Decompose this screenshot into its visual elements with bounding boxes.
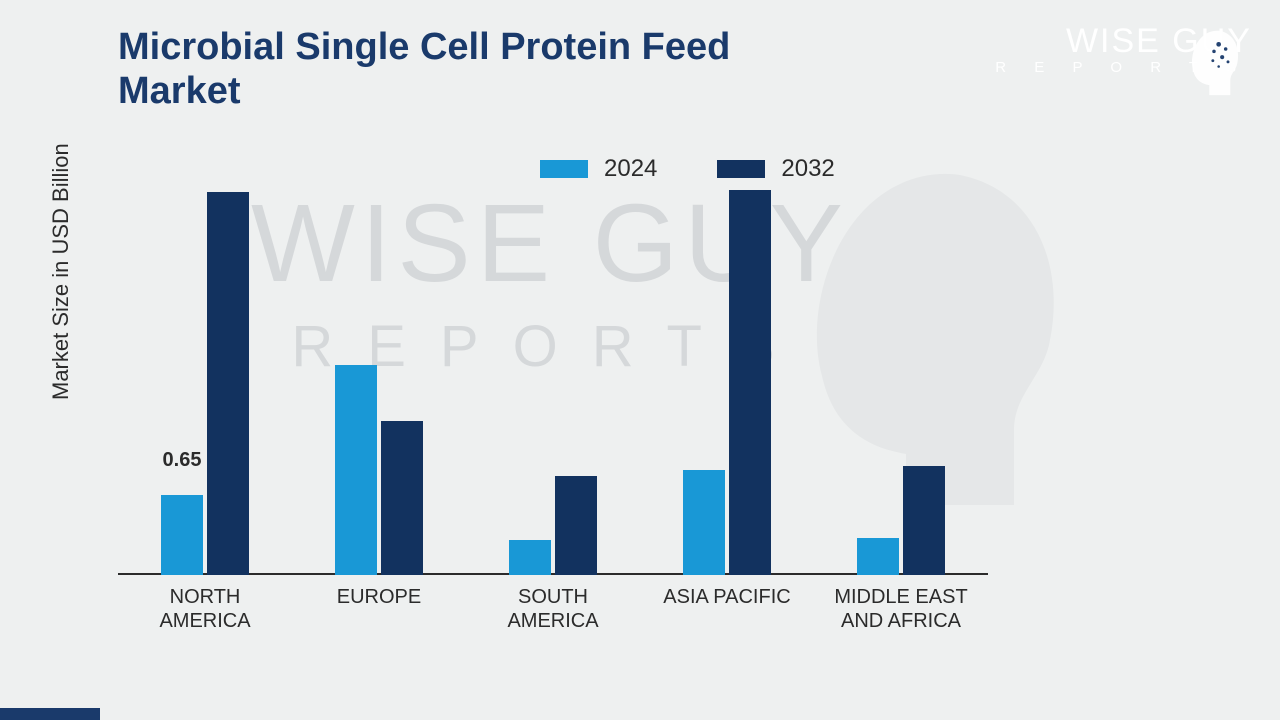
category-label: EUROPE (299, 585, 459, 609)
chart-stage: WISE GUY REPORTS Microbial Single Cell P… (0, 0, 1280, 720)
bar-value-label: 0.65 (163, 449, 202, 472)
bar-2032 (207, 192, 249, 575)
plot-area: 0.65NORTH AMERICAEUROPESOUTH AMERICAASIA… (118, 180, 988, 575)
chart-area: Market Size in USD Billion 0.65NORTH AME… (60, 150, 990, 660)
y-axis-label: Market Size in USD Billion (48, 143, 74, 400)
category-label: ASIA PACIFIC (647, 585, 807, 609)
bar-2032 (903, 466, 945, 575)
category-label: MIDDLE EAST AND AFRICA (821, 585, 981, 633)
bar-2024 (857, 538, 899, 575)
brand-logo: WISE GUY R E P O R T S (992, 22, 1252, 76)
bar-2032 (381, 421, 423, 575)
bar-2024 (509, 540, 551, 575)
bar-2024 (161, 495, 203, 575)
brand-head-icon (1184, 28, 1244, 98)
chart-title: Microbial Single Cell Protein Feed Marke… (118, 26, 848, 113)
bar-2032 (555, 476, 597, 575)
category-label: NORTH AMERICA (125, 585, 285, 633)
bottom-accent-strip (0, 708, 100, 720)
category-label: SOUTH AMERICA (473, 585, 633, 633)
bar-2024 (335, 365, 377, 575)
bar-2024 (683, 470, 725, 575)
bar-2032 (729, 190, 771, 575)
